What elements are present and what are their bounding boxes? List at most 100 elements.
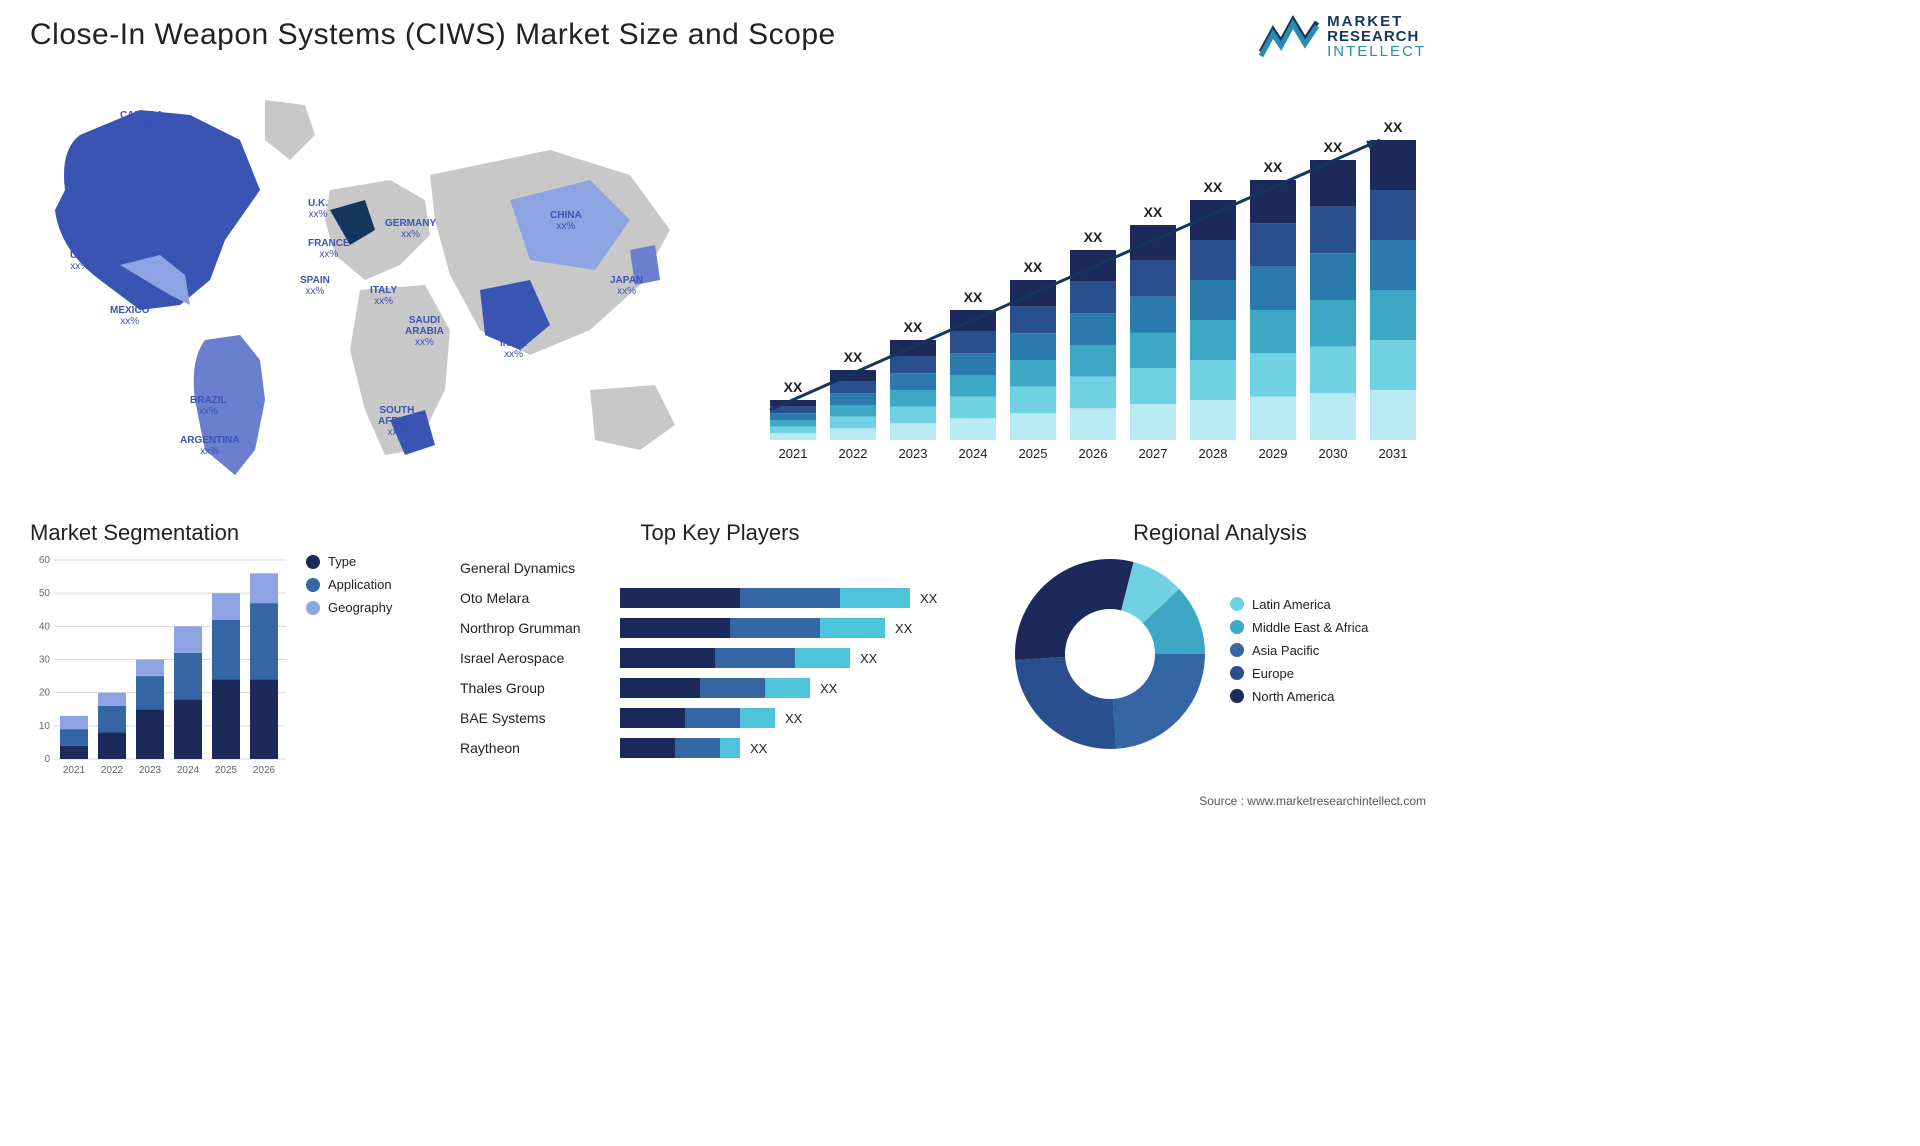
svg-text:XX: XX <box>1024 259 1043 275</box>
svg-text:30: 30 <box>39 655 51 666</box>
legend-label: Europe <box>1252 666 1294 681</box>
legend-swatch-icon <box>1230 666 1244 680</box>
svg-text:2025: 2025 <box>215 765 238 776</box>
key-player-value: XX <box>920 591 937 606</box>
key-player-name: General Dynamics <box>460 560 620 576</box>
growth-bar-chart: XX2021XX2022XX2023XX2024XX2025XX2026XX20… <box>740 100 1420 480</box>
legend-label: Latin America <box>1252 597 1331 612</box>
svg-text:XX: XX <box>1204 179 1223 195</box>
legend-label: North America <box>1252 689 1334 704</box>
legend-swatch-icon <box>1230 643 1244 657</box>
key-player-bar <box>620 738 740 758</box>
svg-text:2022: 2022 <box>101 765 124 776</box>
svg-text:2024: 2024 <box>177 765 200 776</box>
map-label: MEXICOxx% <box>110 305 149 327</box>
logo-line3: INTELLECT <box>1327 44 1426 59</box>
legend-item: Type <box>306 554 392 569</box>
legend-item: Europe <box>1230 666 1368 681</box>
key-player-value: XX <box>820 681 837 696</box>
map-label: JAPANxx% <box>610 275 643 297</box>
legend-swatch-icon <box>1230 597 1244 611</box>
key-player-row: Oto Melara XX <box>460 584 980 612</box>
svg-text:2030: 2030 <box>1319 446 1348 461</box>
svg-text:2023: 2023 <box>899 446 928 461</box>
key-players-section: Top Key Players General Dynamics Oto Mela… <box>460 520 980 790</box>
key-player-value: XX <box>750 741 767 756</box>
key-player-row: BAE Systems XX <box>460 704 980 732</box>
svg-text:XX: XX <box>1384 119 1403 135</box>
key-player-bar <box>620 708 775 728</box>
regional-section: Regional Analysis Latin America Middle Ea… <box>1010 520 1430 790</box>
key-player-name: Oto Melara <box>460 590 620 606</box>
map-svg <box>30 80 710 480</box>
key-player-row: Northrop GrummanXX <box>460 614 980 642</box>
map-label: U.K.xx% <box>308 198 328 220</box>
svg-text:50: 50 <box>39 588 51 599</box>
segmentation-chart: 0102030405060202120222023202420252026 <box>30 554 290 779</box>
key-player-name: Israel Aerospace <box>460 650 620 666</box>
map-label: INDIAxx% <box>500 338 527 360</box>
legend-label: Type <box>328 554 356 569</box>
legend-swatch-icon <box>1230 689 1244 703</box>
key-player-bar <box>620 588 910 608</box>
map-label: CANADAxx% <box>120 110 163 132</box>
legend-swatch-icon <box>306 578 320 592</box>
map-label: SPAINxx% <box>300 275 330 297</box>
map-label: SOUTHAFRICAxx% <box>378 405 416 438</box>
legend-label: Asia Pacific <box>1252 643 1319 658</box>
svg-text:2029: 2029 <box>1259 446 1288 461</box>
logo: MARKET RESEARCH INTELLECT <box>1259 12 1426 60</box>
svg-text:2027: 2027 <box>1139 446 1168 461</box>
page-title: Close-In Weapon Systems (CIWS) Market Si… <box>30 18 836 52</box>
regional-legend: Latin America Middle East & Africa Asia Pa… <box>1230 597 1368 712</box>
key-player-bar <box>620 648 850 668</box>
svg-text:XX: XX <box>1324 139 1343 155</box>
legend-item: Application <box>306 577 392 592</box>
map-label: ARGENTINAxx% <box>180 435 239 457</box>
svg-text:XX: XX <box>1084 229 1103 245</box>
legend-swatch-icon <box>306 555 320 569</box>
key-player-name: BAE Systems <box>460 710 620 726</box>
svg-text:0: 0 <box>44 754 50 765</box>
map-label: CHINAxx% <box>550 210 582 232</box>
regional-title: Regional Analysis <box>1010 520 1430 546</box>
svg-text:20: 20 <box>39 688 51 699</box>
map-label: ITALYxx% <box>370 285 397 307</box>
map-label: SAUDIARABIAxx% <box>405 315 444 348</box>
svg-text:2023: 2023 <box>139 765 162 776</box>
svg-text:2021: 2021 <box>779 446 808 461</box>
svg-text:2026: 2026 <box>253 765 276 776</box>
legend-item: North America <box>1230 689 1368 704</box>
key-player-row: Israel Aerospace XX <box>460 644 980 672</box>
world-map: CANADAxx%U.S.xx%MEXICOxx%BRAZILxx%ARGENT… <box>30 80 710 480</box>
source-citation: Source : www.marketresearchintellect.com <box>1199 794 1426 808</box>
key-player-value: XX <box>785 711 802 726</box>
map-label: GERMANYxx% <box>385 218 436 240</box>
legend-label: Geography <box>328 600 392 615</box>
svg-text:XX: XX <box>1144 204 1163 220</box>
key-player-row: Thales GroupXX <box>460 674 980 702</box>
key-player-name: Northrop Grumman <box>460 620 620 636</box>
svg-text:XX: XX <box>784 379 803 395</box>
key-player-row: RaytheonXX <box>460 734 980 762</box>
key-player-bar <box>620 618 885 638</box>
legend-label: Middle East & Africa <box>1252 620 1368 635</box>
map-label: U.S.xx% <box>70 250 89 272</box>
segmentation-section: Market Segmentation 01020304050602021202… <box>30 520 430 790</box>
key-player-row: General Dynamics <box>460 554 980 582</box>
legend-item: Geography <box>306 600 392 615</box>
svg-text:2022: 2022 <box>839 446 868 461</box>
key-player-value: XX <box>860 651 877 666</box>
svg-text:10: 10 <box>39 721 51 732</box>
logo-mark-icon <box>1259 12 1319 60</box>
segmentation-legend: Type Application Geography <box>306 554 392 779</box>
svg-text:XX: XX <box>1264 159 1283 175</box>
svg-text:60: 60 <box>39 555 51 566</box>
legend-label: Application <box>328 577 392 592</box>
svg-text:2031: 2031 <box>1379 446 1408 461</box>
svg-text:2025: 2025 <box>1019 446 1048 461</box>
svg-text:XX: XX <box>904 319 923 335</box>
svg-text:40: 40 <box>39 621 51 632</box>
segmentation-title: Market Segmentation <box>30 520 430 546</box>
key-players-title: Top Key Players <box>460 520 980 546</box>
